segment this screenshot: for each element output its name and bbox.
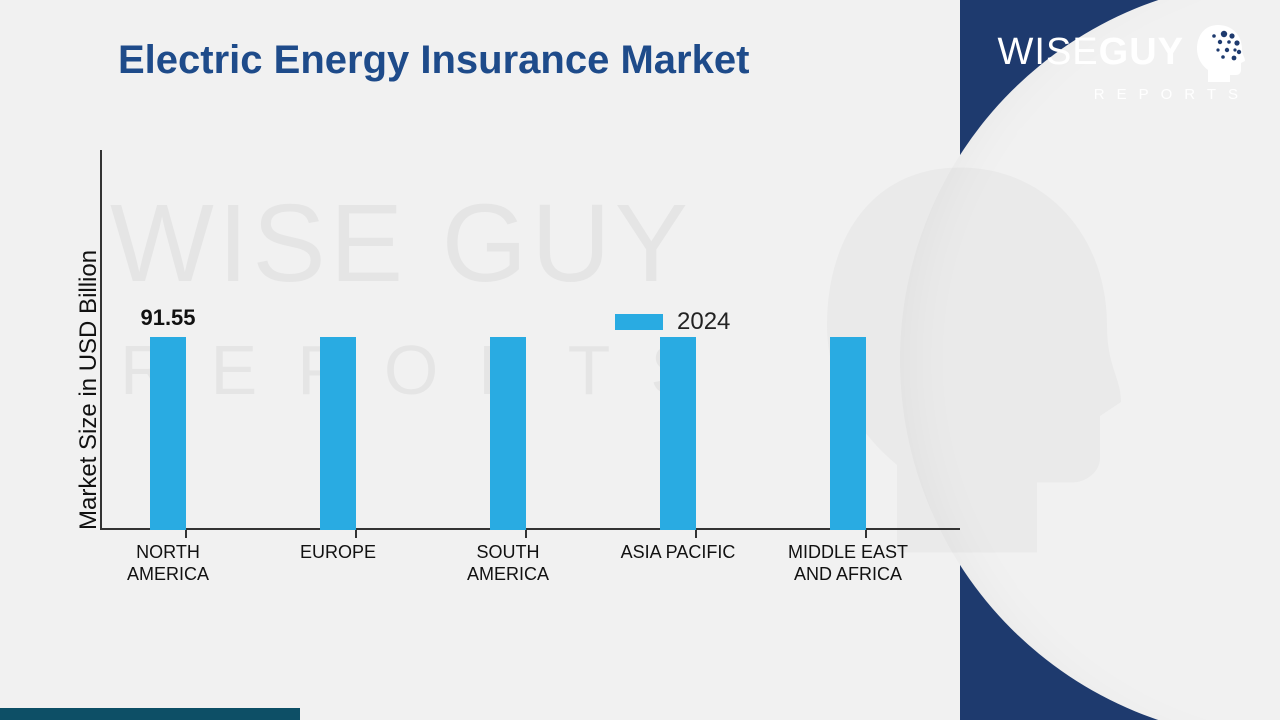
category-label: MIDDLE EAST AND AFRICA bbox=[778, 542, 918, 585]
bar bbox=[830, 337, 866, 530]
x-tick bbox=[185, 530, 187, 538]
chart-title: Electric Energy Insurance Market bbox=[118, 38, 749, 83]
logo-text-bold: GUY bbox=[1099, 31, 1184, 73]
logo-subtext: REPORTS bbox=[990, 86, 1250, 103]
bar bbox=[660, 337, 696, 530]
bar bbox=[490, 337, 526, 530]
brand-logo: WISEGUY REPORTS bbox=[990, 22, 1250, 103]
category-label: ASIA PACIFIC bbox=[608, 542, 748, 564]
y-axis-label: Market Size in USD Billion bbox=[75, 250, 103, 530]
bar-value-label: 91.55 bbox=[108, 305, 228, 331]
category-label: EUROPE bbox=[268, 542, 408, 564]
bar bbox=[320, 337, 356, 530]
x-tick bbox=[865, 530, 867, 538]
bar bbox=[150, 337, 186, 530]
category-label: NORTH AMERICA bbox=[98, 542, 238, 585]
bottom-accent-bar bbox=[0, 708, 300, 720]
logo-head-icon bbox=[1190, 22, 1250, 82]
x-tick bbox=[695, 530, 697, 538]
logo-text-light: WISE bbox=[998, 31, 1099, 73]
category-label: SOUTH AMERICA bbox=[438, 542, 578, 585]
stage: WISE GUY REPORTS Electric Energy Insuran… bbox=[0, 0, 1280, 720]
x-tick bbox=[525, 530, 527, 538]
x-tick bbox=[355, 530, 357, 538]
chart-area: 91.55NORTH AMERICAEUROPESOUTH AMERICAASI… bbox=[100, 150, 960, 530]
logo-text: WISEGUY bbox=[998, 33, 1184, 71]
y-axis-line bbox=[100, 150, 102, 530]
